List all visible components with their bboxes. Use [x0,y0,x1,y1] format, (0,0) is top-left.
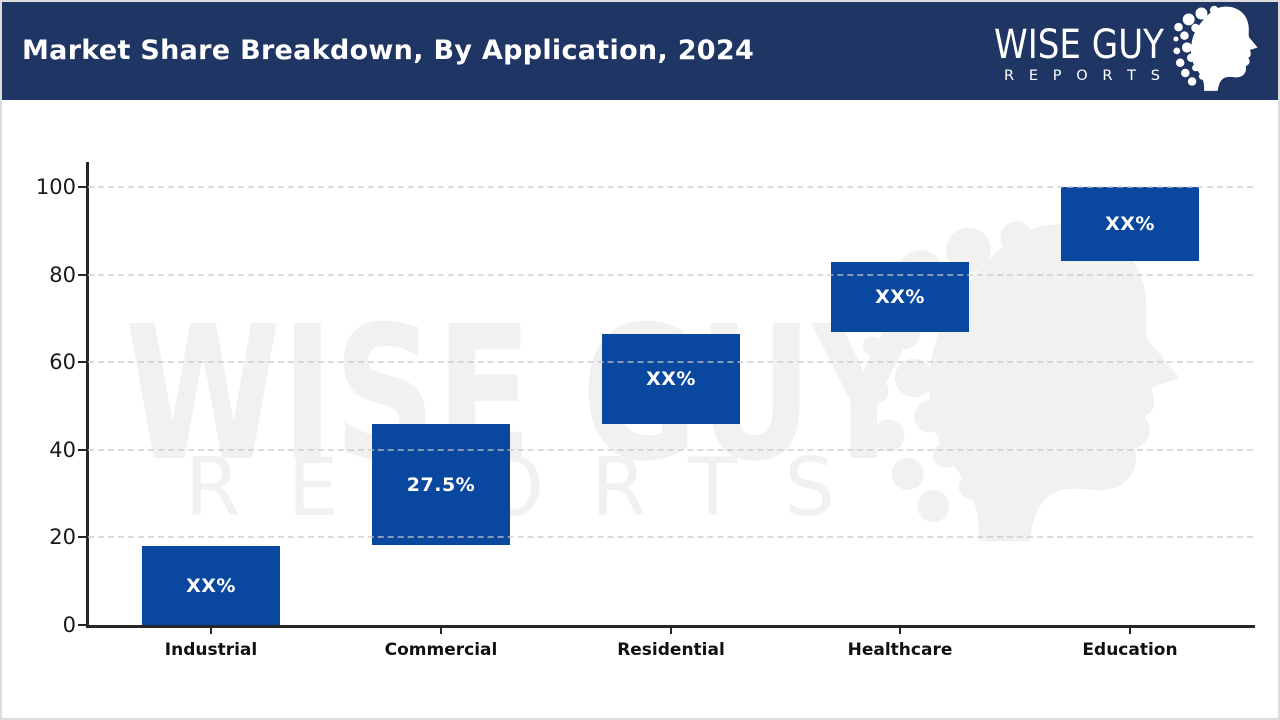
y-tick-label: 100 [35,175,76,199]
y-tick [78,186,86,188]
x-tick [210,627,212,634]
x-axis-label-commercial: Commercial [384,640,498,660]
x-axis-label-residential: Residential [617,640,725,660]
y-tick [78,361,86,364]
x-tick [899,627,901,634]
x-tick [1129,627,1131,634]
x-axis-label-industrial: Industrial [164,640,258,660]
y-tick-label: 40 [49,437,76,462]
x-tick [440,627,442,634]
gridline [88,273,1253,276]
logo-reports-text: R E P O R T S [1004,68,1160,84]
bar-value-label: XX% [186,574,236,597]
bar-industrial: XX% [142,546,280,625]
bar-value-label: XX% [875,285,925,308]
y-tick [78,536,86,539]
y-tick [78,448,86,451]
y-tick-label: 20 [49,525,76,550]
y-axis-spine [86,162,89,627]
x-axis-label-education: Education [1082,640,1178,660]
bar-commercial: 27.5% [372,424,510,545]
header: Market Share Breakdown, By Application, … [0,0,1280,100]
y-tick [78,624,86,626]
bar-value-label: 27.5% [406,473,476,496]
y-tick-label: 80 [49,262,76,287]
logo: WISE GUY R E P O R T S [990,3,1266,98]
logo-head-icon [1173,5,1258,91]
gridline [88,448,1253,451]
gridline [88,536,1253,539]
bar-residential: XX% [602,333,740,424]
x-axis-spine [86,625,1255,628]
gridline [88,186,1253,188]
logo-wordmark: WISE GUY [994,22,1164,68]
y-tick-label: 60 [49,350,76,375]
x-tick [670,627,672,634]
gridline [88,361,1253,364]
y-tick [78,273,86,276]
page-title: Market Share Breakdown, By Application, … [22,34,755,66]
x-axis-label-healthcare: Healthcare [847,640,953,660]
bar-value-label: XX% [1105,213,1155,236]
y-tick-label: 0 [62,613,76,637]
bar-value-label: XX% [646,367,696,390]
bar-education: XX% [1061,187,1199,262]
